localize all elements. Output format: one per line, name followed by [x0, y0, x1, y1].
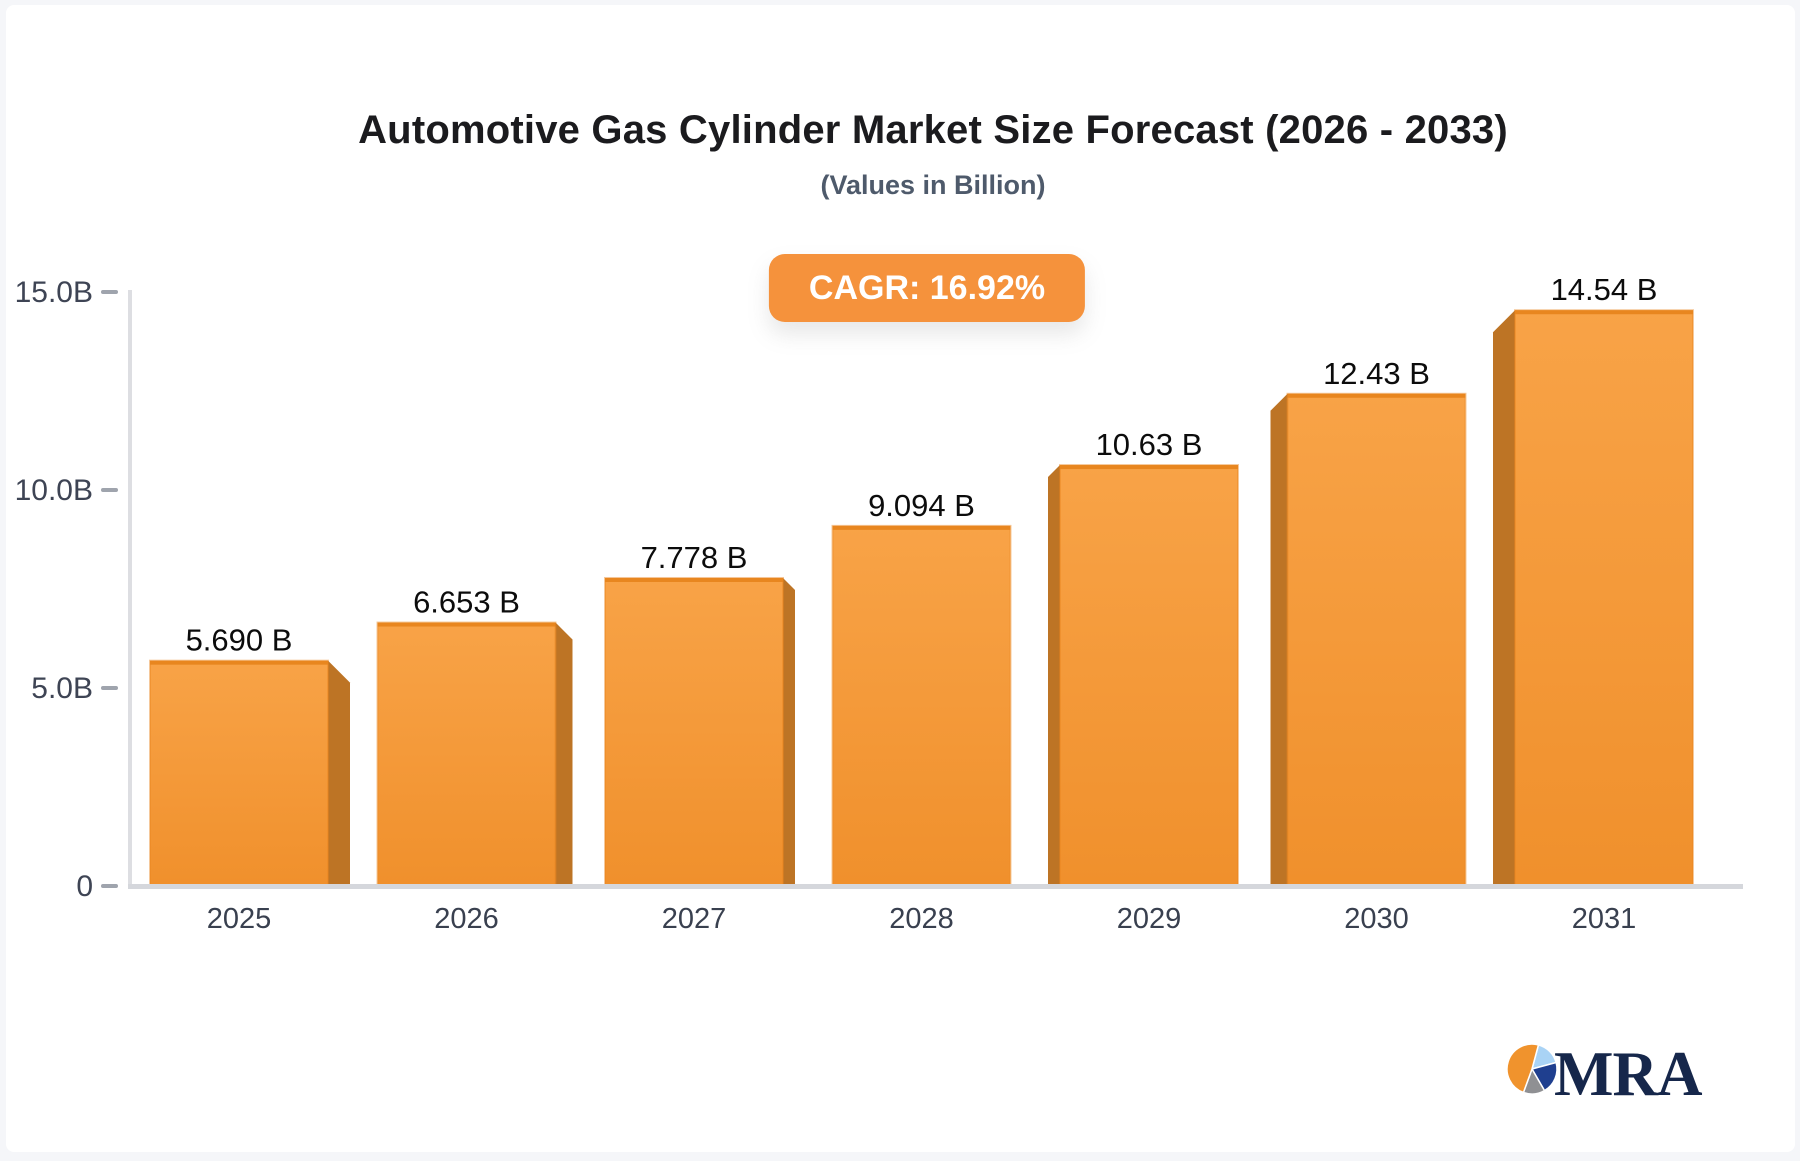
- bar-value-label: 12.43 B: [1323, 356, 1430, 391]
- bar-side-face: [1493, 310, 1515, 886]
- x-axis-label: 2031: [1572, 903, 1637, 935]
- bar-front-face: [376, 621, 557, 887]
- y-axis-tick: [101, 686, 118, 690]
- bar-top-edge: [150, 660, 328, 665]
- bar-side-face: [328, 660, 350, 886]
- bar-value-label: 9.094 B: [868, 488, 975, 523]
- cagr-badge: CAGR: 16.92%: [768, 254, 1086, 322]
- bar-top-edge: [1287, 393, 1466, 398]
- bar-front-face: [1059, 464, 1239, 887]
- x-axis-label: 2025: [207, 903, 272, 935]
- y-axis-tick-label: 10.0B: [15, 474, 93, 507]
- bar-value-label: 5.690 B: [186, 623, 293, 658]
- y-axis-tick-label: 15.0B: [15, 276, 93, 309]
- bar-front-face: [1286, 392, 1467, 887]
- x-axis-label: 2029: [1117, 903, 1182, 935]
- pie-slice-orange: [1506, 1043, 1540, 1094]
- y-axis-tick-label: 5.0B: [31, 672, 93, 705]
- x-axis-label: 2026: [434, 903, 499, 935]
- bar-2028: 9.094 B 2028: [831, 488, 1012, 935]
- pie-chart-icon: [1506, 1043, 1558, 1095]
- x-axis-label: 2030: [1344, 903, 1409, 935]
- bar-top-edge: [1515, 310, 1693, 315]
- bar-side-face: [1048, 465, 1060, 886]
- bar-2029: 10.63 B 2029: [1048, 427, 1239, 935]
- logo-text: MRA: [1554, 1039, 1702, 1109]
- bar-front-face: [149, 659, 329, 888]
- y-axis-tick: [101, 488, 118, 492]
- chart-subtitle: (Values in Billion): [820, 170, 1046, 200]
- bar-value-label: 10.63 B: [1096, 427, 1203, 462]
- bar-value-label: 6.653 B: [413, 585, 520, 620]
- bar-2030: 12.43 B 2030: [1270, 356, 1467, 935]
- chart-title: Automotive Gas Cylinder Market Size Fore…: [358, 108, 1508, 152]
- x-axis-label: 2028: [889, 903, 954, 935]
- bar-top-edge: [377, 622, 556, 627]
- mra-logo: MRA: [1504, 1036, 1744, 1109]
- y-axis-line: [128, 290, 132, 886]
- y-axis-tick: [101, 290, 118, 294]
- bar-side-face: [555, 622, 573, 886]
- bar-front-face: [1514, 309, 1694, 887]
- bar-2026: 6.653 B 2026: [376, 585, 573, 935]
- y-axis-tick-label: 0: [76, 870, 93, 903]
- bar-front-face: [831, 524, 1012, 888]
- bar-value-label: 7.778 B: [641, 540, 748, 575]
- bar-side-face: [1270, 393, 1288, 886]
- x-axis-line: [128, 884, 1743, 889]
- bar-2031: 14.54 B 2031: [1493, 272, 1694, 935]
- x-axis-label: 2027: [662, 903, 727, 935]
- bar-front-face: [604, 576, 784, 887]
- bar-side-face: [783, 577, 795, 886]
- bar-value-label: 14.54 B: [1551, 272, 1658, 307]
- y-axis-tick: [101, 884, 118, 888]
- bar-top-edge: [605, 577, 783, 582]
- bar-top-edge: [832, 525, 1011, 530]
- bar-2025: 5.690 B 2025: [149, 623, 350, 935]
- bar-top-edge: [1060, 465, 1238, 470]
- bar-2027: 7.778 B 2027: [604, 540, 795, 935]
